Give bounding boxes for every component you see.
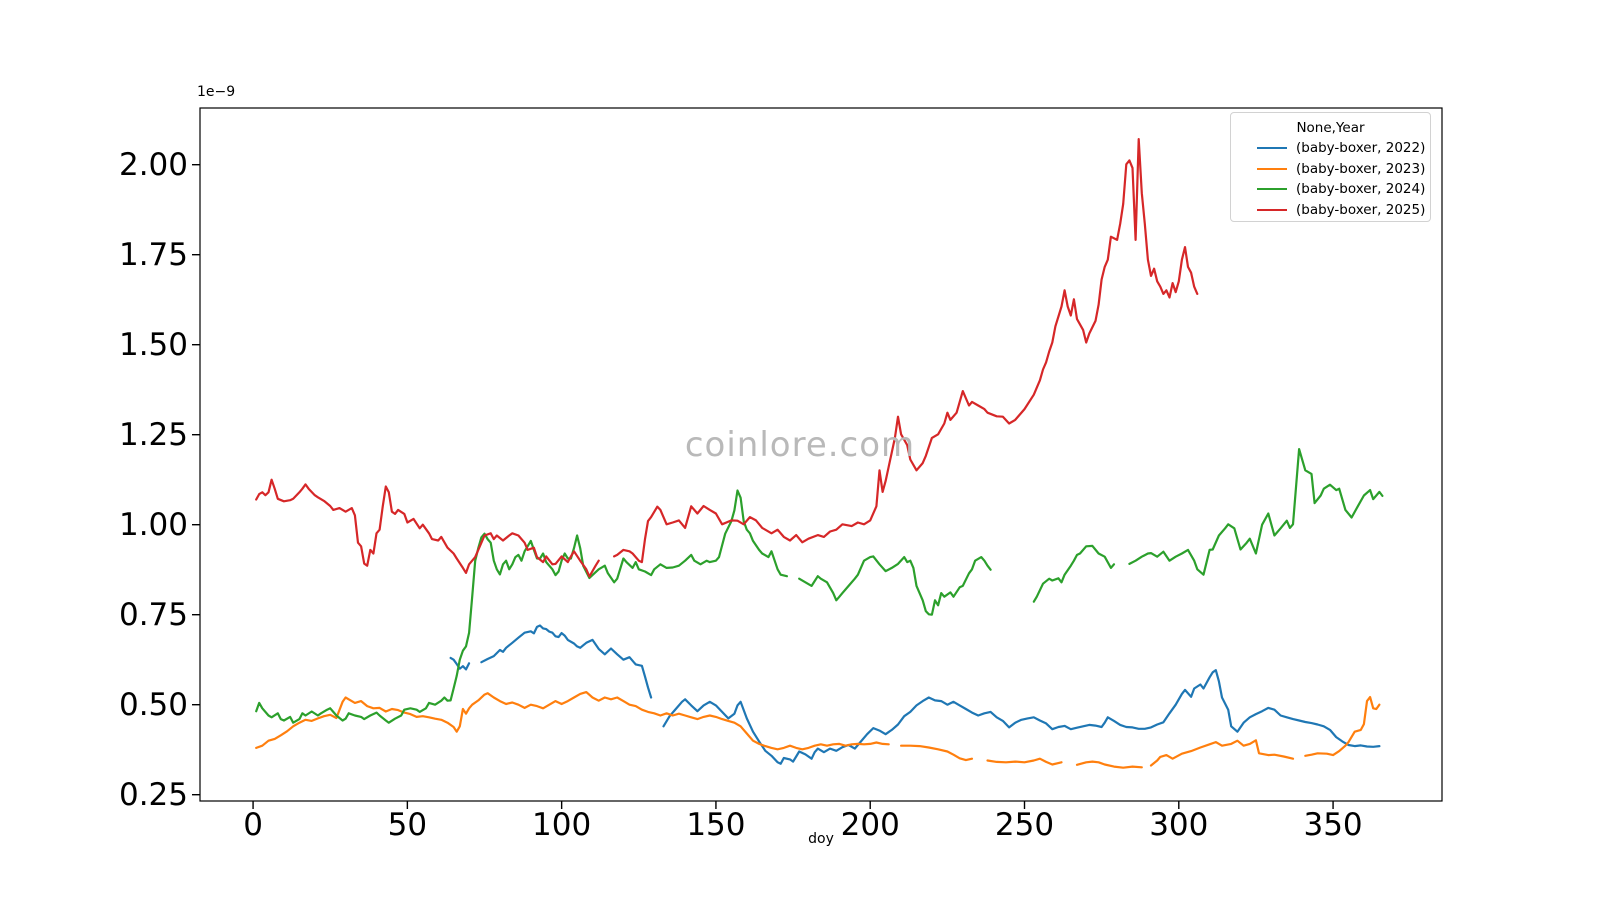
y-axis-offset-label: 1e−9 xyxy=(197,84,236,100)
y-tick-label: 0.75 xyxy=(118,596,188,633)
series-line-2023 xyxy=(900,744,974,762)
legend-rows: (baby-boxer, 2022) (baby-boxer, 2023) (bab… xyxy=(1231,138,1430,220)
legend-entry-label: (baby-boxer, 2023) xyxy=(1296,160,1426,177)
y-tick-label: 0.50 xyxy=(118,686,188,723)
y-tick-label: 1.75 xyxy=(118,236,188,273)
series-line-2022 xyxy=(449,656,471,671)
x-tick-label: 0 xyxy=(243,807,263,843)
legend-line-swatch-icon xyxy=(1257,167,1287,170)
y-tick-label: 2.00 xyxy=(118,146,188,183)
series-line-2023 xyxy=(255,691,890,751)
legend-entry-label: (baby-boxer, 2025) xyxy=(1296,201,1426,218)
legend-entry-label: (baby-boxer, 2024) xyxy=(1296,181,1426,198)
legend-entry-2023: (baby-boxer, 2023) xyxy=(1231,159,1430,180)
legend-title: None,Year xyxy=(1296,120,1365,136)
x-tick-label: 150 xyxy=(686,807,746,843)
series-line-2024 xyxy=(1128,448,1384,576)
legend-entry-2025: (baby-boxer, 2025) xyxy=(1231,200,1430,221)
y-tick-label: 1.25 xyxy=(118,416,188,453)
series-line-2023 xyxy=(1149,739,1295,767)
series-line-2024 xyxy=(798,555,992,616)
plot-border xyxy=(199,107,1443,802)
watermark-text: coinlore.com xyxy=(684,425,916,465)
legend-line-swatch-icon xyxy=(1257,188,1287,191)
x-tick-label: 250 xyxy=(994,807,1055,843)
legend-entry-2024: (baby-boxer, 2024) xyxy=(1231,179,1430,200)
series-line-2024 xyxy=(255,489,788,724)
series-line-2023 xyxy=(1075,760,1143,769)
legend-entry-label: (baby-boxer, 2022) xyxy=(1296,140,1426,157)
series-line-2022 xyxy=(662,669,1381,765)
y-tick-label: 1.00 xyxy=(118,506,188,543)
x-axis-label: doy xyxy=(808,831,834,847)
x-tick-label: 100 xyxy=(532,807,592,843)
legend: None,Year (baby-boxer, 2022) (baby-boxer,… xyxy=(1230,112,1431,222)
y-tick-label: 1.50 xyxy=(118,326,188,363)
series-line-2023 xyxy=(986,757,1063,766)
x-tick-label: 200 xyxy=(840,807,900,843)
series-line-2025 xyxy=(613,138,1199,564)
legend-line-swatch-icon xyxy=(1257,147,1287,150)
series-line-2024 xyxy=(1032,544,1116,603)
x-tick-label: 50 xyxy=(387,807,428,843)
y-tick-label: 0.25 xyxy=(118,776,188,813)
legend-entry-2022: (baby-boxer, 2022) xyxy=(1231,138,1430,159)
x-tick-label: 350 xyxy=(1303,807,1363,843)
series-line-2022 xyxy=(480,624,653,699)
x-tick-label: 300 xyxy=(1149,807,1209,843)
series-line-2025 xyxy=(255,478,600,578)
legend-line-swatch-icon xyxy=(1257,208,1287,211)
series-line-2023 xyxy=(1304,696,1381,757)
